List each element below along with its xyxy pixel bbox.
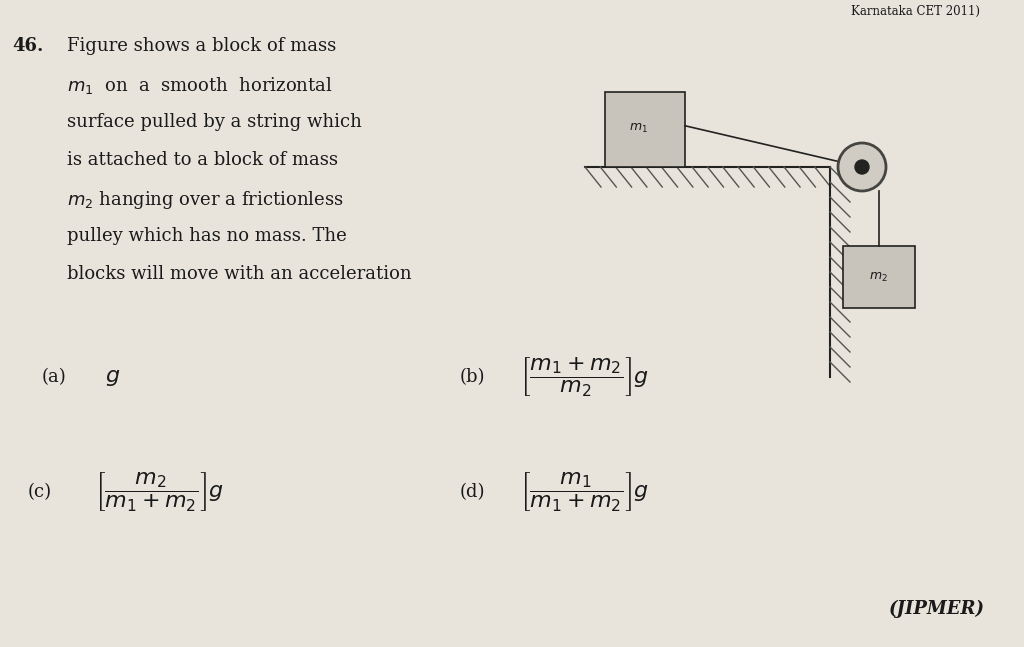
Text: (JIPMER): (JIPMER) [889,600,985,618]
Text: $\left[\dfrac{m_2}{m_1+m_2}\right]g$: $\left[\dfrac{m_2}{m_1+m_2}\right]g$ [95,470,224,514]
Bar [605,92,685,167]
Text: is attached to a block of mass: is attached to a block of mass [67,151,338,169]
Text: Figure shows a block of mass: Figure shows a block of mass [67,37,336,55]
Text: $m_2$ hanging over a frictionless: $m_2$ hanging over a frictionless [67,189,344,211]
Bar [843,246,914,308]
Text: surface pulled by a string which: surface pulled by a string which [67,113,361,131]
Text: $\left[\dfrac{m_1}{m_1+m_2}\right]g$: $\left[\dfrac{m_1}{m_1+m_2}\right]g$ [520,470,649,514]
Text: pulley which has no mass. The: pulley which has no mass. The [67,227,347,245]
Text: Karnataka CET 2011): Karnataka CET 2011) [851,5,980,18]
Text: (c): (c) [28,483,52,501]
Text: $g$: $g$ [105,366,120,388]
Text: $m_2$: $m_2$ [869,270,888,283]
Text: $\left[\dfrac{m_1+m_2}{m_2}\right]g$: $\left[\dfrac{m_1+m_2}{m_2}\right]g$ [520,355,649,399]
Circle shape [855,160,869,174]
Text: (a): (a) [42,368,67,386]
Text: (b): (b) [460,368,485,386]
Text: $m_1$: $m_1$ [629,122,648,135]
Text: blocks will move with an acceleration: blocks will move with an acceleration [67,265,412,283]
Text: 46.: 46. [12,37,43,55]
Text: $m_1$  on  a  smooth  horizontal: $m_1$ on a smooth horizontal [67,75,333,96]
Circle shape [838,143,886,191]
Text: (d): (d) [460,483,485,501]
